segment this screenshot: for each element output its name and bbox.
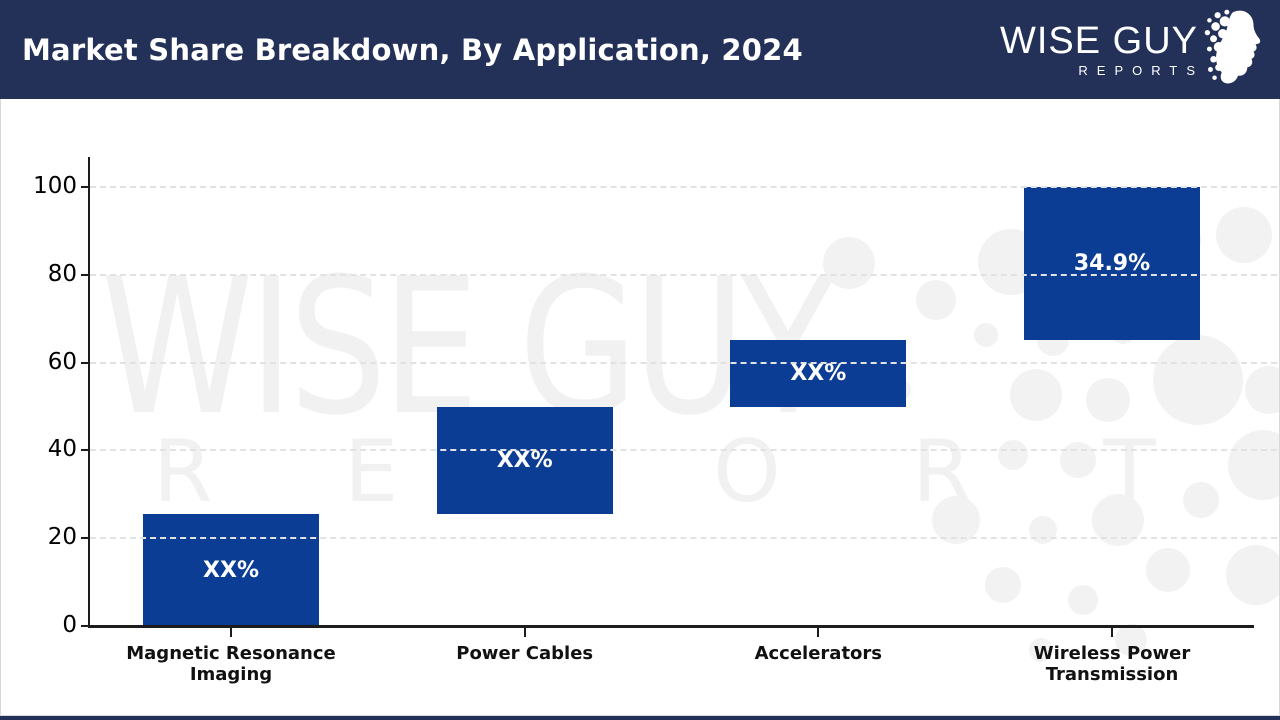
gridline: [90, 273, 1277, 276]
plot-area: 0 20 40 60 80 100 XX% Magnetic Resonance Imaging…: [1, 99, 1279, 715]
chart-card: WISE GUY R E P O R T S: [0, 99, 1280, 716]
y-tick: [81, 625, 89, 627]
y-tick: [81, 186, 89, 188]
bar: XX%: [143, 514, 319, 626]
header: Market Share Breakdown, By Application, …: [0, 0, 1280, 99]
y-tick-label: 60: [47, 348, 77, 375]
bar-value-label: XX%: [496, 447, 553, 473]
x-tick: [523, 628, 526, 637]
brand-logo: WISE GUY REPORTS: [1000, 6, 1266, 94]
y-tick: [81, 537, 89, 540]
y-tick-label: 20: [47, 524, 77, 551]
bar-value-label: XX%: [790, 361, 847, 387]
y-tick: [81, 449, 89, 452]
gridline: [90, 537, 1277, 540]
x-tick: [1111, 628, 1113, 637]
brand-subname: REPORTS: [1078, 62, 1204, 78]
y-axis-line: [88, 157, 90, 627]
bar: XX%: [730, 340, 907, 407]
x-axis-line: [88, 625, 1254, 628]
y-tick: [81, 273, 89, 276]
x-tick: [230, 628, 232, 637]
bar-value-label: XX%: [203, 557, 259, 583]
x-tick-label: Wireless Power Transmission: [1033, 643, 1191, 685]
head-profile-icon: [1200, 6, 1266, 94]
bar-value-label: 34.9%: [1073, 251, 1151, 277]
y-tick-label: 40: [47, 436, 77, 463]
brand-logo-text: WISE GUY REPORTS: [1000, 22, 1198, 78]
x-tick-label: Accelerators: [754, 643, 883, 664]
y-tick-label: 80: [47, 260, 77, 287]
x-tick-label: Magnetic Resonance Imaging: [126, 643, 336, 685]
footer-strip: [0, 716, 1280, 720]
gridline: [90, 186, 1277, 188]
bar: 34.9%: [1024, 187, 1200, 341]
y-tick-label: 100: [33, 173, 77, 199]
brand-name: WISE GUY: [999, 19, 1198, 62]
gridline: [90, 361, 1277, 364]
x-tick: [817, 628, 820, 637]
y-tick: [81, 361, 89, 364]
gridline: [90, 449, 1277, 452]
x-tick-label: Power Cables: [456, 643, 594, 664]
y-tick-label: 0: [62, 612, 77, 638]
page-title: Market Share Breakdown, By Application, …: [22, 32, 803, 67]
bar: XX%: [436, 406, 613, 515]
